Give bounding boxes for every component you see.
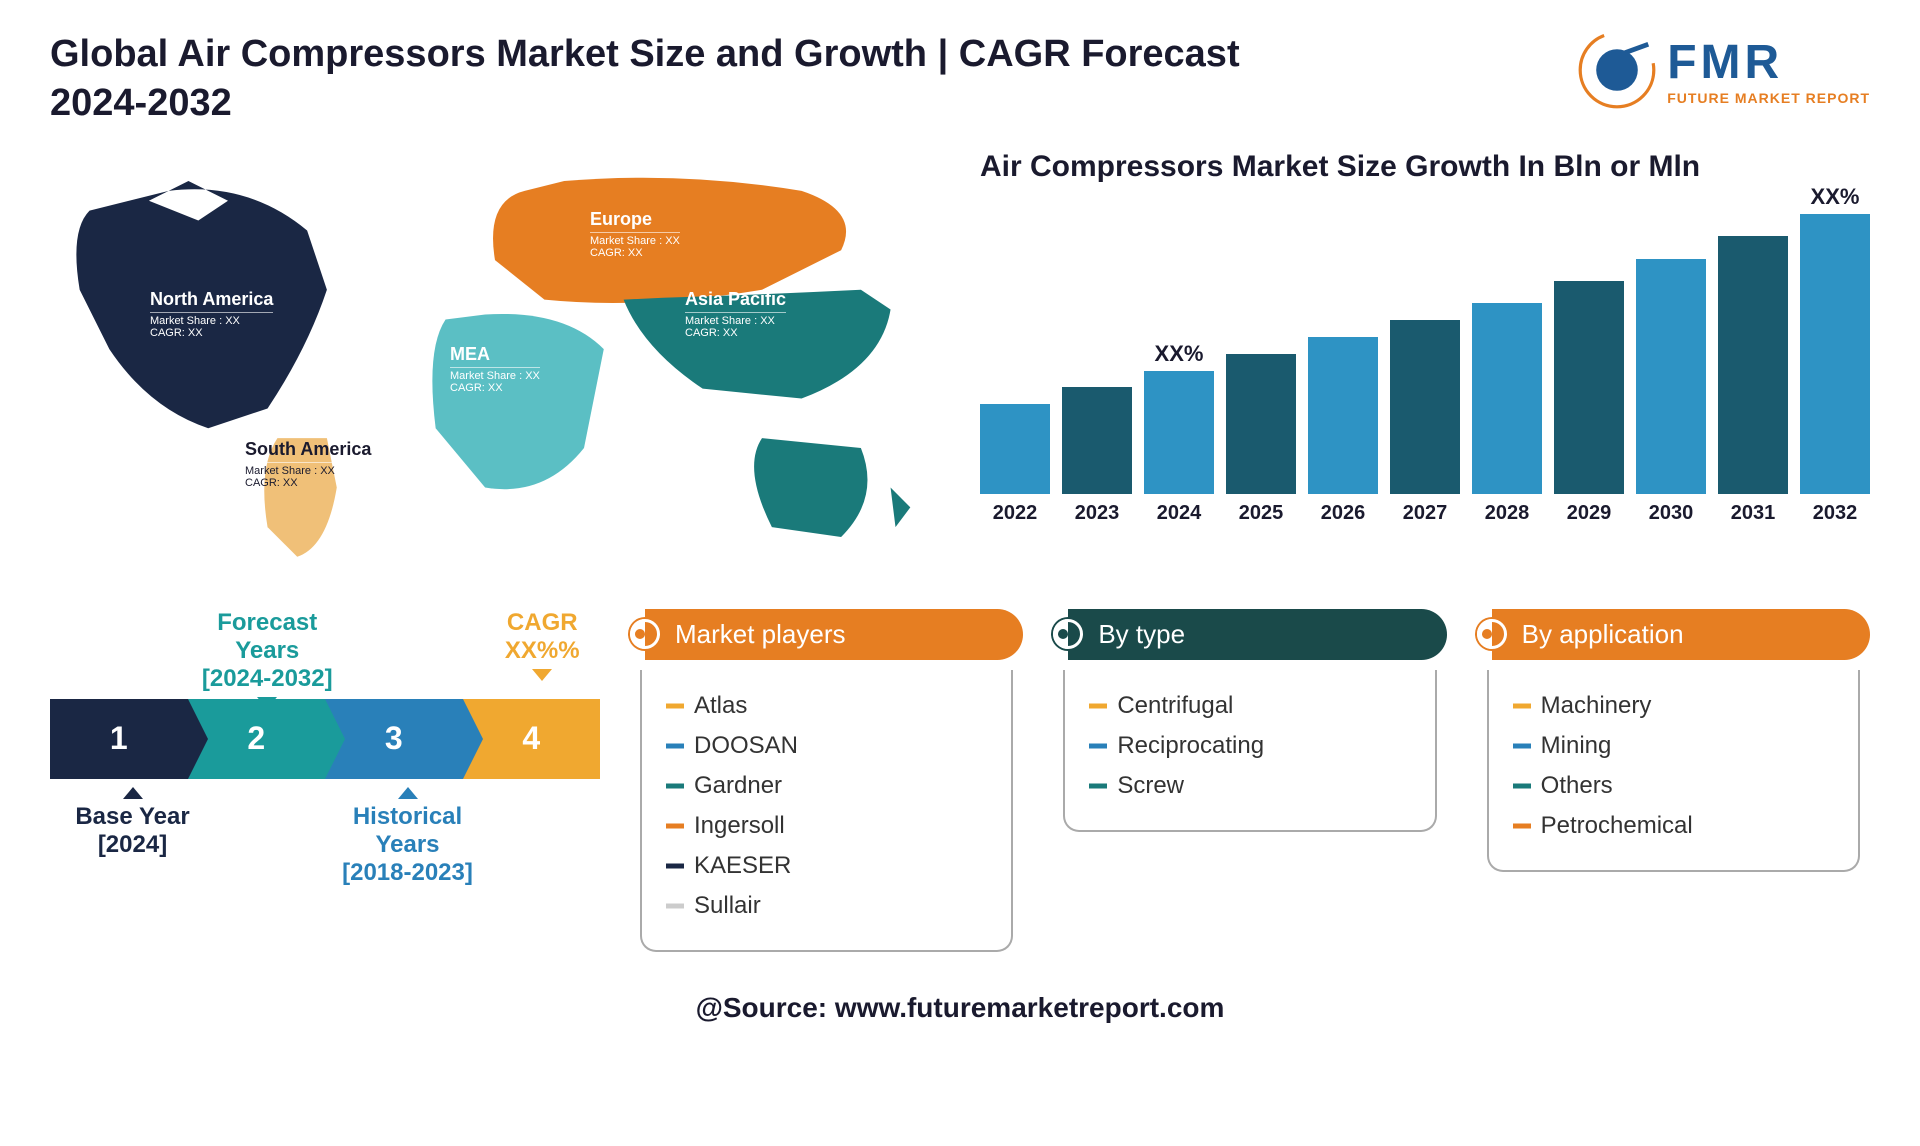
source-footer: @Source: www.futuremarketreport.com	[50, 992, 1870, 1024]
list-item: Mining	[1513, 726, 1834, 766]
bar-2032: XX%2032	[1800, 214, 1870, 525]
list-item: Sullair	[666, 886, 987, 926]
logo-icon	[1577, 30, 1657, 110]
list-item: Centrifugal	[1089, 686, 1410, 726]
category-title: By application	[1492, 609, 1870, 660]
logo: FMR FUTURE MARKET REPORT	[1577, 30, 1870, 110]
timeline-seg-3: 3	[325, 699, 463, 779]
category-by-type: By type CentrifugalReciprocatingScrew	[1053, 609, 1446, 952]
region-label-mea: MEAMarket Share : XXCAGR: XX	[450, 344, 540, 394]
region-label-eu: EuropeMarket Share : XXCAGR: XX	[590, 209, 680, 259]
region-label-na: North AmericaMarket Share : XXCAGR: XX	[150, 289, 273, 339]
bar-2025: 2025	[1226, 354, 1296, 525]
bar-2022: 2022	[980, 404, 1050, 525]
category-market-players: Market players AtlasDOOSANGardnerIngerso…	[630, 609, 1023, 952]
bar-2023: 2023	[1062, 387, 1132, 524]
world-map: North AmericaMarket Share : XXCAGR: XX So…	[50, 149, 940, 569]
bar-chart: 20222023XX%20242025202620272028202920302…	[980, 205, 1870, 525]
timeline-seg-2: 2	[188, 699, 326, 779]
list-item: KAESER	[666, 846, 987, 886]
logo-text-sub: FUTURE MARKET REPORT	[1667, 90, 1870, 106]
timeline-label-bottom: Base Year[2024]	[50, 787, 215, 859]
list-item: Ingersoll	[666, 806, 987, 846]
bar-2029: 2029	[1554, 281, 1624, 525]
list-item: Screw	[1089, 766, 1410, 806]
category-by-application: By application MachineryMiningOthersPetr…	[1477, 609, 1870, 952]
bullet-icon	[1477, 619, 1507, 649]
logo-text-main: FMR	[1667, 35, 1870, 90]
list-item: Machinery	[1513, 686, 1834, 726]
page-title: Global Air Compressors Market Size and G…	[50, 30, 1250, 129]
list-item: Reciprocating	[1089, 726, 1410, 766]
region-label-ap: Asia PacificMarket Share : XXCAGR: XX	[685, 289, 786, 339]
category-title: By type	[1068, 609, 1446, 660]
category-title: Market players	[645, 609, 1023, 660]
list-item: Atlas	[666, 686, 987, 726]
timeline-label-bottom: Historical Years[2018-2023]	[325, 787, 490, 887]
bar-2028: 2028	[1472, 303, 1542, 524]
bar-2027: 2027	[1390, 320, 1460, 525]
timeline-seg-4: 4	[463, 699, 601, 779]
chart-title: Air Compressors Market Size Growth In Bl…	[980, 149, 1870, 185]
timeline: Forecast Years[2024-2032]CAGRXX%% 1234 B…	[50, 609, 600, 887]
bar-2031: 2031	[1718, 236, 1788, 525]
timeline-seg-1: 1	[50, 699, 188, 779]
bar-2026: 2026	[1308, 337, 1378, 525]
timeline-label-top: CAGRXX%%	[474, 609, 612, 681]
list-item: Gardner	[666, 766, 987, 806]
timeline-label-top: Forecast Years[2024-2032]	[199, 609, 337, 709]
list-item: Petrochemical	[1513, 806, 1834, 846]
bar-2024: XX%2024	[1144, 371, 1214, 525]
list-item: Others	[1513, 766, 1834, 806]
growth-chart: Air Compressors Market Size Growth In Bl…	[980, 149, 1870, 569]
bar-2030: 2030	[1636, 259, 1706, 525]
list-item: DOOSAN	[666, 726, 987, 766]
region-label-sa: South AmericaMarket Share : XXCAGR: XX	[245, 439, 371, 489]
